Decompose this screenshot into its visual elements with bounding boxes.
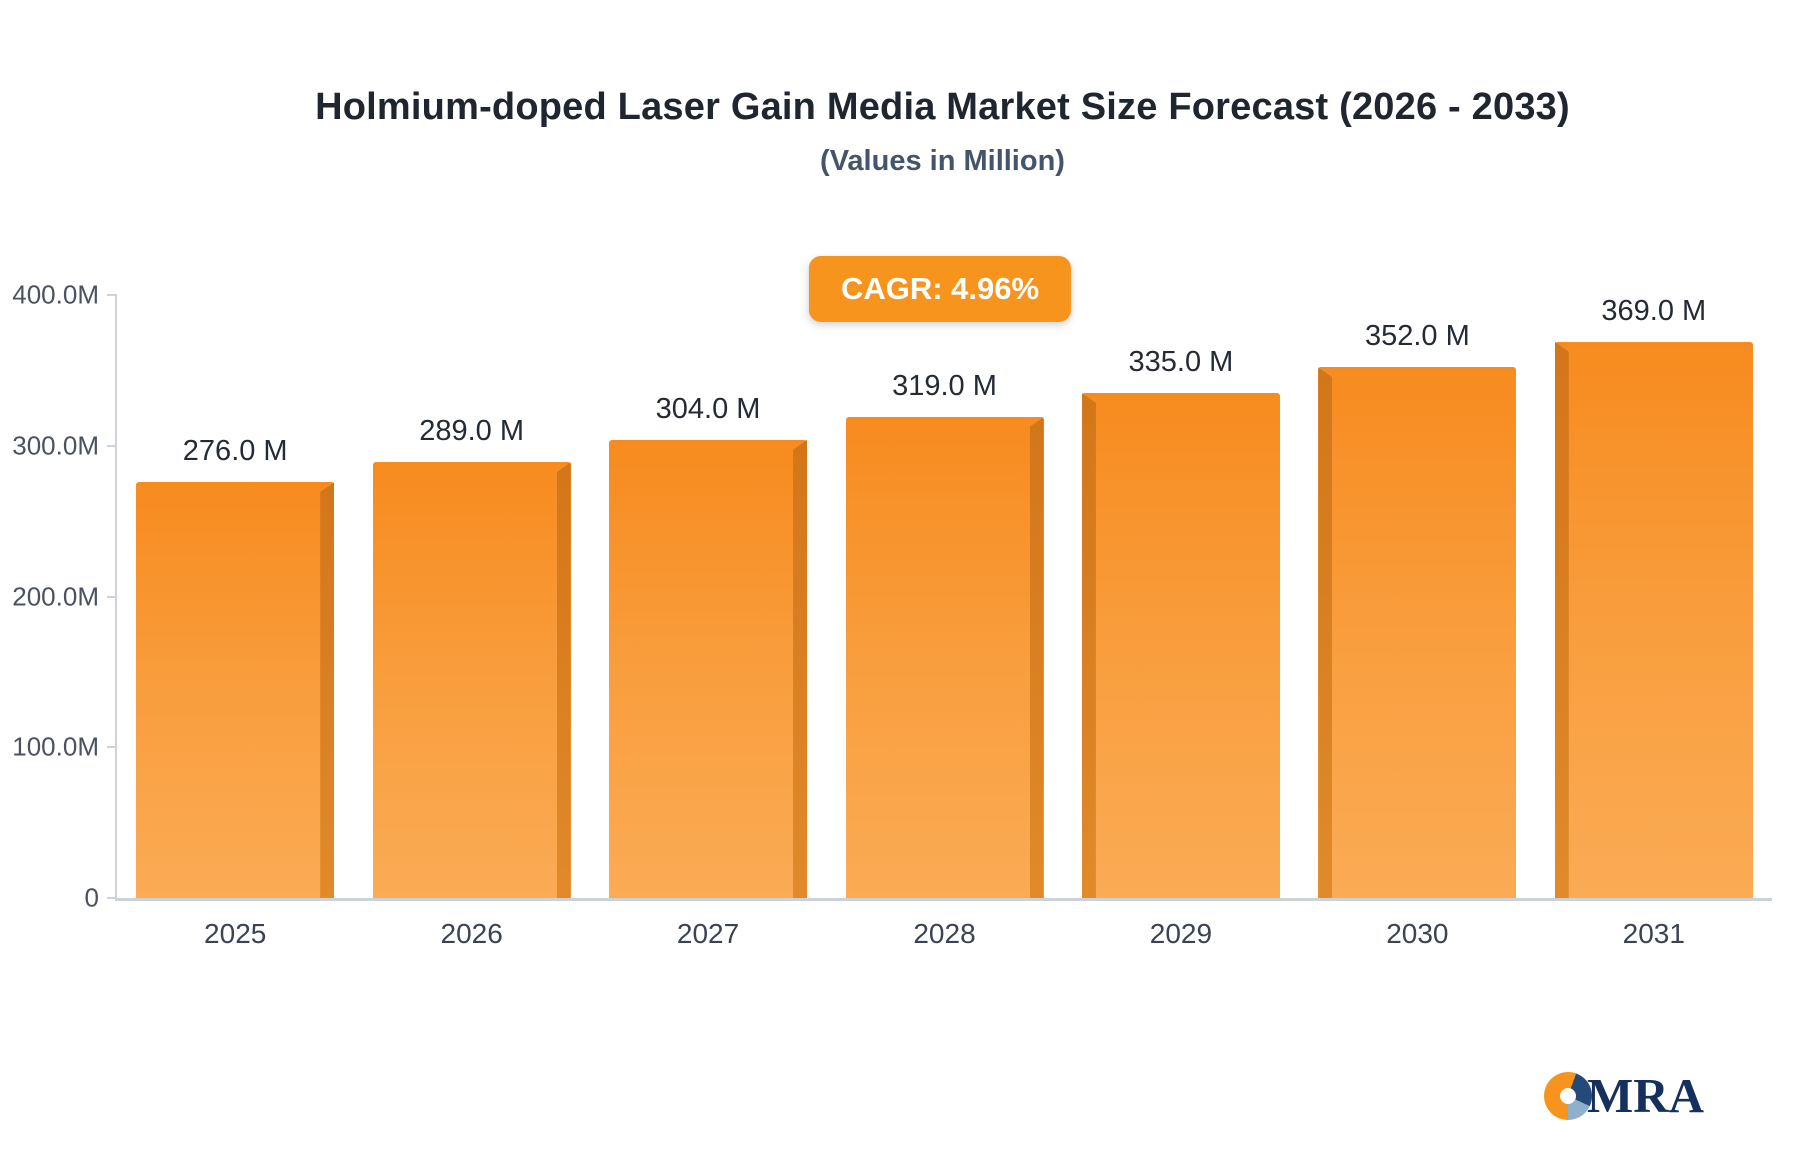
- bar-3d-side: [320, 481, 335, 898]
- y-axis-tick-label: 400.0M: [12, 279, 99, 310]
- y-axis-tick-label: 300.0M: [12, 430, 99, 461]
- bar-value-label: 319.0 M: [892, 370, 997, 403]
- chart-subtitle: (Values in Million): [820, 145, 1065, 177]
- y-axis-tick-mark: [107, 444, 117, 447]
- bar-3d-side: [1554, 341, 1569, 898]
- bar-2028: [845, 417, 1044, 898]
- bar-2025: [136, 481, 335, 898]
- bar-2031: [1554, 341, 1753, 898]
- bar-value-label: 304.0 M: [655, 392, 761, 425]
- bar-3d-side: [793, 439, 808, 898]
- x-axis-label: 2026: [440, 918, 503, 949]
- cagr-badge: CAGR: 4.96%: [808, 256, 1072, 322]
- x-axis-label: 2031: [1622, 918, 1685, 949]
- x-axis-label: 2029: [1149, 918, 1213, 949]
- bar-value-label: 369.0 M: [1601, 294, 1707, 327]
- bar-2027: [609, 439, 808, 898]
- bar-chart-plot-area: 0 100.0M 200.0M 300.0M 400.0M 276.0 M 2025 289.…: [12, 280, 1772, 949]
- chart-title: Holmium-doped Laser Gain Media Market Si…: [315, 86, 1570, 128]
- bar-value-label: 289.0 M: [419, 415, 525, 448]
- bar-3d-side: [1081, 393, 1096, 898]
- y-axis-tick-mark: [107, 294, 117, 296]
- chart-header: Holmium-doped Laser Gain Media Market Si…: [115, 86, 1770, 178]
- bar-value-label: 276.0 M: [182, 434, 288, 467]
- bar-2026: [372, 462, 571, 898]
- y-axis-tick-label: 200.0M: [12, 581, 99, 611]
- mra-logo-icon: [1543, 1071, 1592, 1120]
- x-axis-label: 2025: [204, 918, 267, 949]
- bar-2030: [1318, 367, 1517, 898]
- brand-logo: MRA: [1543, 1068, 1704, 1123]
- bar-3d-side: [1029, 417, 1044, 898]
- y-axis-tick-mark: [107, 897, 117, 899]
- y-axis-tick-label: 0: [84, 882, 99, 913]
- bar-2029: [1081, 393, 1280, 898]
- x-axis-label: 2030: [1386, 918, 1449, 949]
- bar-3d-side: [1318, 367, 1333, 898]
- y-axis-tick-mark: [107, 595, 117, 598]
- y-axis-tick-mark: [107, 746, 117, 749]
- bar-value-label: 352.0 M: [1364, 320, 1470, 353]
- x-axis-label: 2027: [676, 918, 740, 949]
- bar-value-label: 335.0 M: [1128, 346, 1234, 378]
- mra-logo-text: MRA: [1586, 1068, 1704, 1123]
- y-axis-tick-label: 100.0M: [12, 731, 99, 762]
- x-axis-label: 2028: [913, 918, 976, 949]
- bar-3d-side: [556, 462, 571, 898]
